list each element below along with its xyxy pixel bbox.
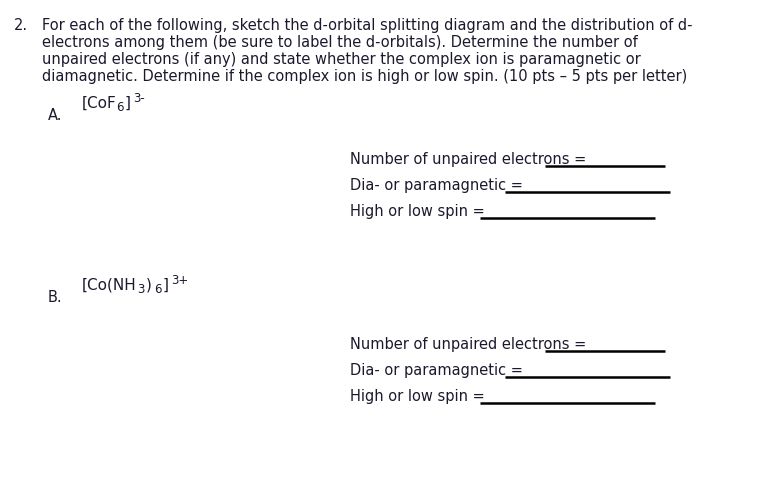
Text: Number of unpaired electrons =: Number of unpaired electrons = [350, 152, 587, 167]
Text: 3: 3 [137, 283, 144, 296]
Text: 6: 6 [116, 101, 123, 114]
Text: Dia- or paramagnetic =: Dia- or paramagnetic = [350, 178, 523, 193]
Text: unpaired electrons (if any) and state whether the complex ion is paramagnetic or: unpaired electrons (if any) and state wh… [42, 52, 640, 67]
Text: B.: B. [48, 290, 62, 305]
Text: 3+: 3+ [171, 274, 188, 287]
Text: A.: A. [48, 108, 62, 123]
Text: electrons among them (be sure to label the d-orbitals). Determine the number of: electrons among them (be sure to label t… [42, 35, 638, 50]
Text: Dia- or paramagnetic =: Dia- or paramagnetic = [350, 363, 523, 378]
Text: 6: 6 [154, 283, 161, 296]
Text: diamagnetic. Determine if the complex ion is high or low spin. (10 pts – 5 pts p: diamagnetic. Determine if the complex io… [42, 69, 687, 84]
Text: High or low spin =: High or low spin = [350, 204, 484, 219]
Text: High or low spin =: High or low spin = [350, 389, 484, 404]
Text: [CoF: [CoF [82, 96, 117, 111]
Text: 2.: 2. [14, 18, 28, 33]
Text: [Co(NH: [Co(NH [82, 278, 136, 293]
Text: ): ) [146, 278, 152, 293]
Text: ]: ] [125, 96, 131, 111]
Text: For each of the following, sketch the d-orbital splitting diagram and the distri: For each of the following, sketch the d-… [42, 18, 693, 33]
Text: 3-: 3- [133, 92, 145, 105]
Text: Number of unpaired electrons =: Number of unpaired electrons = [350, 337, 587, 352]
Text: ]: ] [163, 278, 169, 293]
